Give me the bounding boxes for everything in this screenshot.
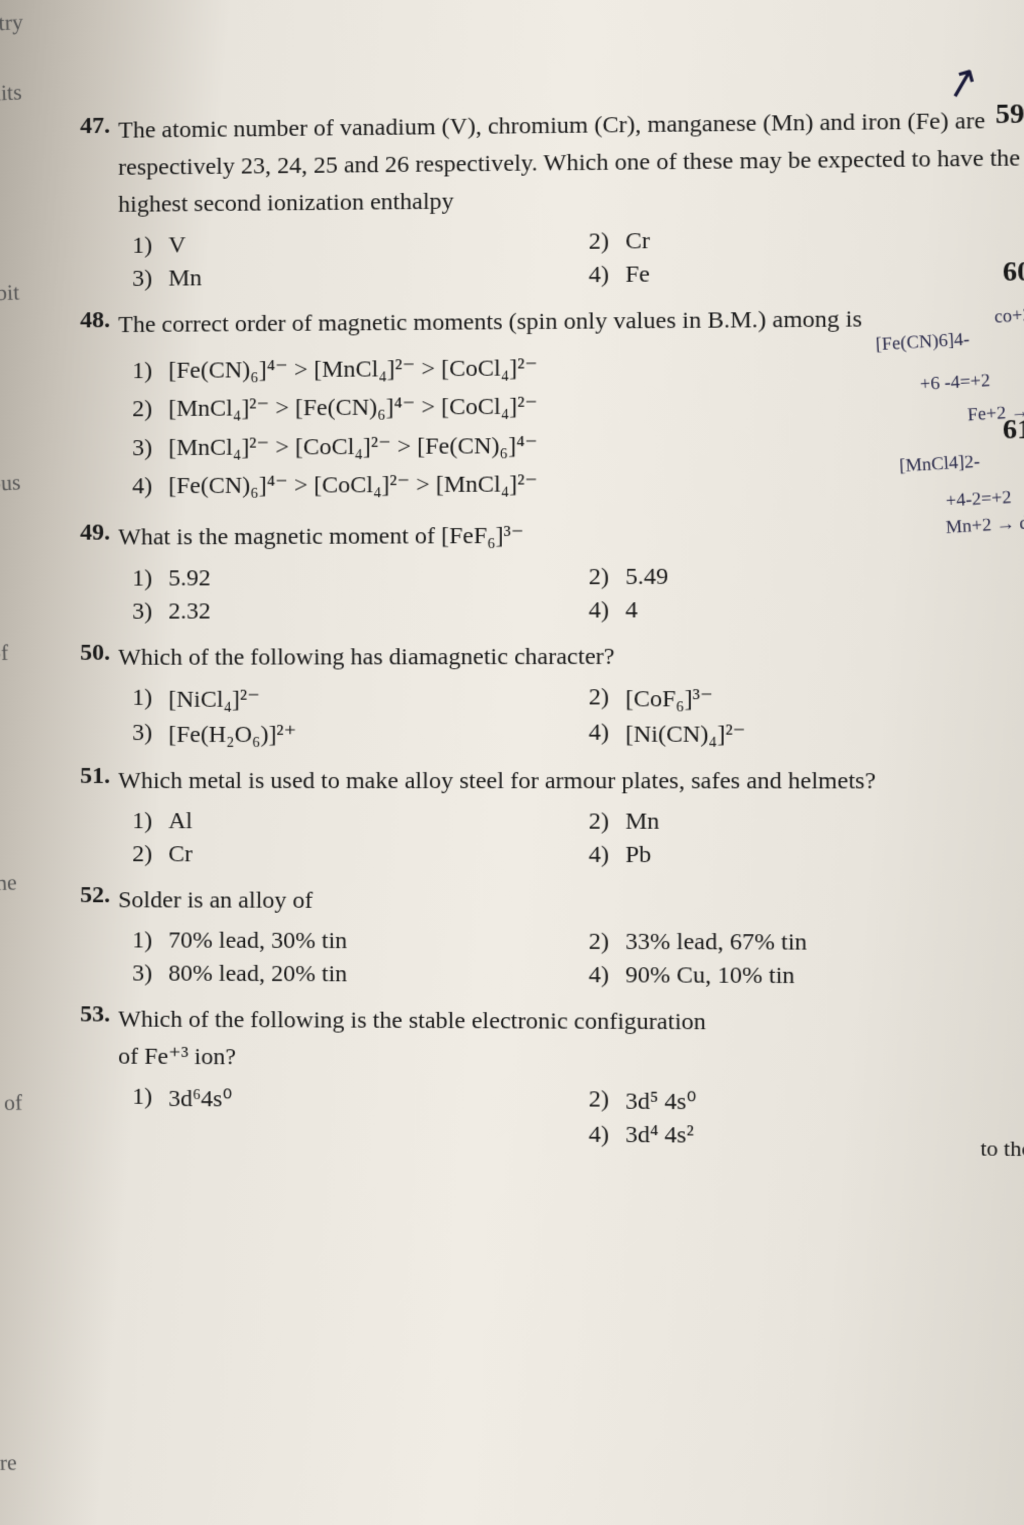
qnum: 48. xyxy=(80,307,110,334)
options: 1)5.92 2)5.49 3)2.32 4)4 xyxy=(118,562,1021,625)
option xyxy=(132,1119,558,1149)
question-47: 47. The atomic number of vanadium (V), c… xyxy=(80,102,1021,292)
question-48: 48. The correct order of magnetic moment… xyxy=(80,299,1021,506)
option: 3)80% lead, 20% tin xyxy=(132,961,558,990)
option: 4)[Fe(CN)₆]⁴⁻ > [CoCl₄]²⁻ > [MnCl₄]²⁻ xyxy=(132,463,1021,506)
options: 1)[Fe(CN)₆]⁴⁻ > [MnCl₄]²⁻ > [CoCl₄]²⁻ 2)… xyxy=(118,345,1021,505)
side-label: nits xyxy=(0,79,22,106)
qnum: 53. xyxy=(80,1001,110,1028)
side-label: ibit xyxy=(0,279,20,306)
option: 2)[MnCl₄]²⁻ > [Fe(CN)₆]⁴⁻ > [CoCl₄]²⁻ xyxy=(132,385,1021,429)
page: stry nits ibit ous of the s of are 59. 6… xyxy=(0,0,1024,1525)
option: 4)3d⁴ 4s² xyxy=(589,1122,1022,1152)
options: 1)[NiCl₄]²⁻ 2)[CoF₆]³⁻ 3)[Fe(H₂O₆)]²⁺ 4)… xyxy=(118,683,1021,748)
option: 1)70% lead, 30% tin xyxy=(132,927,558,955)
options: 1)3d⁶4s⁰ 2)3d⁵ 4s⁰ 4)3d⁴ 4s² xyxy=(118,1084,1021,1152)
qtext: The atomic number of vanadium (V), chrom… xyxy=(118,102,1021,224)
options: 1)70% lead, 30% tin 2)33% lead, 67% tin … xyxy=(118,927,1021,991)
options: 1)V 2)Cr 3)Mn 4)Fe xyxy=(118,224,1021,292)
option: 3)[MnCl₄]²⁻ > [CoCl₄]²⁻ > [Fe(CN)₆]⁴⁻ xyxy=(132,424,1021,468)
option: 2)Mn xyxy=(589,808,1022,836)
handwriting: +6 -4=+2 xyxy=(920,369,991,394)
qnum: 50. xyxy=(80,639,110,666)
side-label: of xyxy=(0,640,9,667)
qnum: 52. xyxy=(80,882,110,909)
side-label: stry xyxy=(0,9,23,37)
question-53: 53. Which of the following is the stable… xyxy=(80,1001,1021,1152)
question-51: 51. Which metal is used to make alloy st… xyxy=(80,763,1021,870)
trailing-text: to the xyxy=(980,1136,1024,1163)
option: 1)[NiCl₄]²⁻ xyxy=(132,684,558,714)
option: 1)Al xyxy=(132,808,558,836)
option: 4)[Ni(CN)₄]²⁻ xyxy=(589,719,1022,749)
question-50: 50. Which of the following has diamagnet… xyxy=(80,637,1021,748)
qnum: 49. xyxy=(80,520,110,547)
handwriting: [MnCl4]2- xyxy=(899,450,981,476)
qtext: What is the magnetic moment of [FeF₆]³⁻ xyxy=(118,516,1021,557)
option: 3)[Fe(H₂O₆)]²⁺ xyxy=(132,719,558,748)
option: 2)Cr xyxy=(589,224,1022,255)
handwriting: co+2 xyxy=(994,304,1024,328)
handwriting: Fe+2 → d6 xyxy=(967,399,1024,425)
qtext: Which of the following has diamagnetic c… xyxy=(118,637,1021,676)
option: 4)Fe xyxy=(589,258,1022,289)
qnum: 51. xyxy=(80,763,110,790)
qtext: Which metal is used to make alloy steel … xyxy=(118,763,1021,801)
option: 1)5.92 xyxy=(132,564,558,593)
qtext: Which of the following is the stable ele… xyxy=(118,1002,1021,1081)
options: 1)Al 2)Mn 2)Cr 4)Pb xyxy=(118,808,1021,870)
option: 2)33% lead, 67% tin xyxy=(589,929,1022,958)
side-label: are xyxy=(0,1450,17,1477)
handwriting: +4-2=+2 xyxy=(945,486,1012,511)
option: 1)V xyxy=(132,228,558,259)
qnum: 47. xyxy=(80,113,110,140)
option: 2)3d⁵ 4s⁰ xyxy=(589,1087,1022,1119)
option: 3)2.32 xyxy=(132,597,558,625)
question-49: 49. What is the magnetic moment of [FeF₆… xyxy=(80,516,1021,625)
side-label: s of xyxy=(0,1090,23,1117)
option: 3)Mn xyxy=(132,262,558,293)
option: 2)[CoF₆]³⁻ xyxy=(589,683,1022,713)
option: 4)90% Cu, 10% tin xyxy=(589,962,1022,991)
option: 2)Cr xyxy=(132,841,558,869)
side-label: the xyxy=(0,870,17,897)
option: 2)5.49 xyxy=(589,562,1022,591)
option: 4)Pb xyxy=(589,842,1022,870)
qtext: Solder is an alloy of xyxy=(118,882,1021,922)
question-52: 52. Solder is an alloy of 1)70% lead, 30… xyxy=(80,882,1021,991)
side-label: ous xyxy=(0,469,21,496)
option: 4)4 xyxy=(589,596,1022,625)
option: 1)3d⁶4s⁰ xyxy=(132,1084,558,1116)
